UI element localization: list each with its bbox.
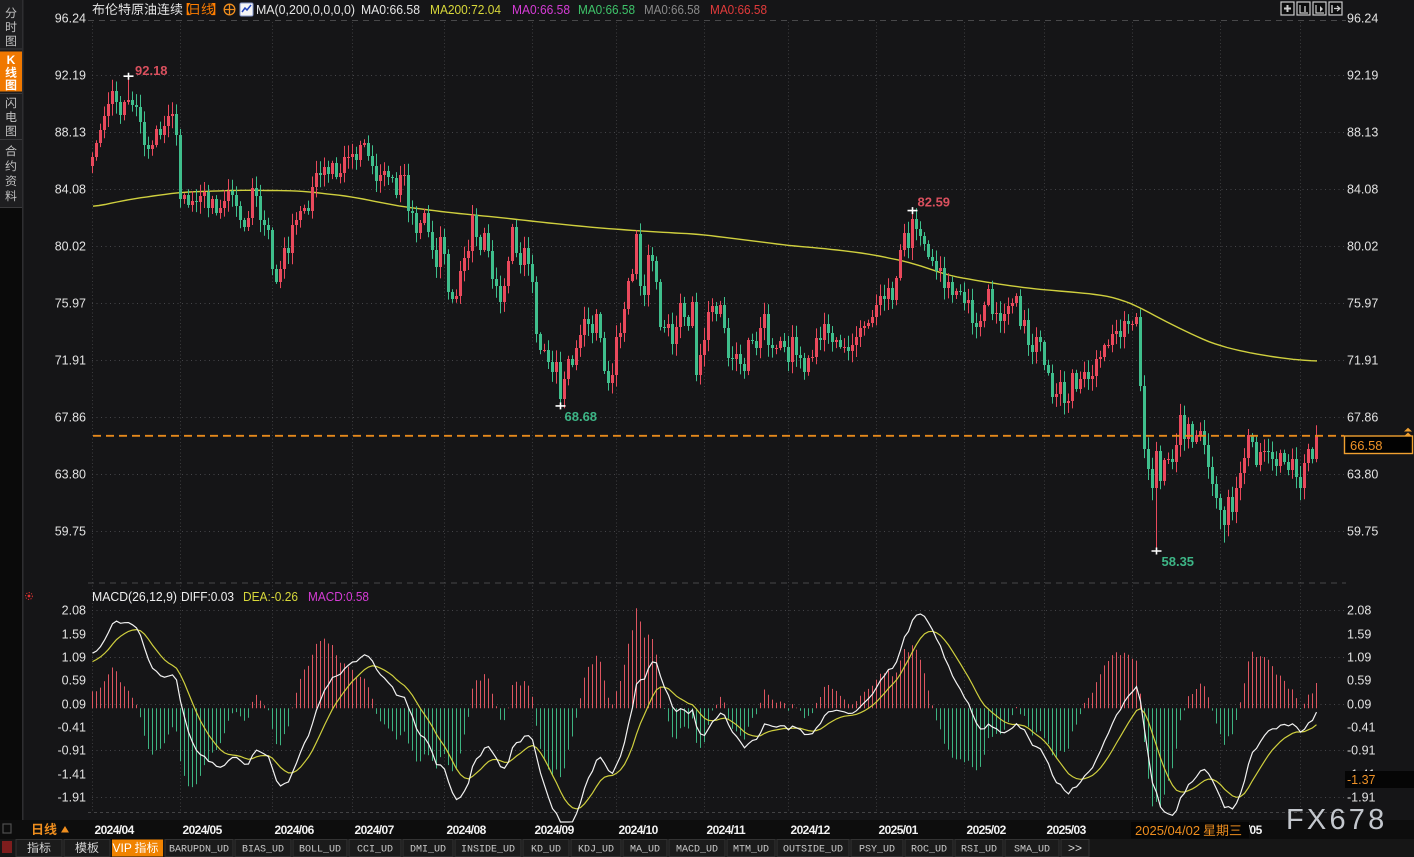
svg-text:92.18: 92.18: [135, 63, 168, 78]
svg-text:ROC_UD: ROC_UD: [911, 845, 947, 856]
svg-text:KD_UD: KD_UD: [531, 845, 561, 856]
svg-text:67.86: 67.86: [1347, 411, 1378, 425]
svg-text:-0.91: -0.91: [58, 744, 87, 758]
svg-text:59.75: 59.75: [55, 525, 86, 539]
svg-text:1.59: 1.59: [62, 628, 86, 642]
svg-text:2025/03: 2025/03: [1047, 823, 1087, 837]
svg-text:88.13: 88.13: [55, 126, 86, 140]
svg-text:0.09: 0.09: [62, 698, 86, 712]
svg-text:OUTSIDE_UD: OUTSIDE_UD: [783, 845, 843, 856]
svg-text:RSI_UD: RSI_UD: [961, 845, 997, 856]
svg-text:MA_UD: MA_UD: [630, 845, 660, 856]
svg-text:-1.37: -1.37: [1347, 773, 1376, 787]
svg-text:DEA:-0.26: DEA:-0.26: [243, 589, 298, 604]
svg-text:58.35: 58.35: [1162, 554, 1195, 569]
svg-text:2024/11: 2024/11: [707, 823, 746, 837]
svg-text:VIP: VIP: [113, 841, 132, 855]
svg-text:2025/01: 2025/01: [879, 823, 919, 837]
svg-text:92.19: 92.19: [55, 69, 86, 83]
svg-text:INSIDE_UD: INSIDE_UD: [461, 845, 515, 856]
svg-text:63.80: 63.80: [55, 468, 86, 482]
svg-text:>>: >>: [1068, 841, 1082, 855]
svg-text:MA0:66.58: MA0:66.58: [361, 2, 420, 17]
svg-text:MA(0,200,0,0,0,0): MA(0,200,0,0,0,0): [256, 2, 355, 17]
svg-text:-1.91: -1.91: [58, 791, 87, 805]
svg-text:84.08: 84.08: [55, 183, 86, 197]
svg-text:MACD:0.58: MACD:0.58: [308, 589, 369, 604]
svg-text:67.86: 67.86: [55, 411, 86, 425]
svg-text:MACD(26,12,9): MACD(26,12,9): [92, 589, 177, 604]
svg-text:MTM_UD: MTM_UD: [733, 845, 769, 856]
svg-text:75.97: 75.97: [1347, 297, 1378, 311]
svg-text:MA200:72.04: MA200:72.04: [430, 2, 501, 17]
svg-text:-1.91: -1.91: [1347, 791, 1376, 805]
svg-text:FX678: FX678: [1286, 804, 1387, 836]
svg-text:BARUPDN_UD: BARUPDN_UD: [169, 845, 229, 856]
svg-text:2025/04/02: 2025/04/02: [1135, 823, 1200, 838]
svg-text:K: K: [7, 53, 16, 67]
svg-text:SMA_UD: SMA_UD: [1014, 845, 1050, 856]
svg-text:71.91: 71.91: [55, 354, 86, 368]
svg-text:CCI_UD: CCI_UD: [357, 845, 393, 856]
svg-text:2024/06: 2024/06: [275, 823, 315, 837]
svg-text:KDJ_UD: KDJ_UD: [578, 845, 614, 856]
svg-text:MA0:66.58: MA0:66.58: [578, 2, 635, 17]
svg-text:2.08: 2.08: [62, 604, 86, 618]
svg-text:2.08: 2.08: [1347, 604, 1371, 618]
svg-text:92.19: 92.19: [1347, 69, 1378, 83]
svg-text:DIFF:0.03: DIFF:0.03: [181, 589, 234, 604]
svg-text:-0.41: -0.41: [1347, 721, 1376, 735]
svg-text:88.13: 88.13: [1347, 126, 1378, 140]
svg-text:84.08: 84.08: [1347, 183, 1378, 197]
svg-text:0.59: 0.59: [1347, 674, 1371, 688]
svg-text:2024/12: 2024/12: [791, 823, 831, 837]
svg-text:0.09: 0.09: [1347, 698, 1371, 712]
svg-text:-0.41: -0.41: [58, 721, 87, 735]
svg-text:2024/04: 2024/04: [95, 823, 135, 837]
svg-text:71.91: 71.91: [1347, 354, 1378, 368]
svg-text:96.24: 96.24: [1347, 12, 1378, 26]
svg-text:PSY_UD: PSY_UD: [859, 845, 895, 856]
svg-text:82.59: 82.59: [918, 195, 951, 210]
svg-text:68.68: 68.68: [565, 409, 598, 424]
svg-text:1.59: 1.59: [1347, 628, 1371, 642]
svg-text:2024/08: 2024/08: [447, 823, 487, 837]
svg-text:MA0:66.58: MA0:66.58: [644, 2, 700, 17]
svg-text:96.24: 96.24: [55, 12, 86, 26]
svg-text:1.09: 1.09: [1347, 651, 1371, 665]
svg-text:2025/02: 2025/02: [967, 823, 1007, 837]
svg-text:MA0:66.58: MA0:66.58: [512, 2, 570, 17]
svg-text:BIAS_UD: BIAS_UD: [242, 845, 284, 856]
svg-text:80.02: 80.02: [1347, 240, 1378, 254]
svg-text:63.80: 63.80: [1347, 468, 1378, 482]
svg-text:2024/10: 2024/10: [619, 823, 659, 837]
svg-text:BOLL_UD: BOLL_UD: [299, 845, 341, 856]
svg-text:80.02: 80.02: [55, 240, 86, 254]
svg-text:2024/07: 2024/07: [355, 823, 395, 837]
svg-text:-1.41: -1.41: [58, 768, 87, 782]
svg-text:DMI_UD: DMI_UD: [410, 845, 446, 856]
svg-text:2024/09: 2024/09: [535, 823, 575, 837]
svg-text:66.58: 66.58: [1350, 438, 1383, 453]
svg-text:2024/05: 2024/05: [183, 823, 223, 837]
svg-text:75.97: 75.97: [55, 297, 86, 311]
svg-text:1.09: 1.09: [62, 651, 86, 665]
svg-text:0.59: 0.59: [62, 674, 86, 688]
svg-text:MACD_UD: MACD_UD: [676, 845, 718, 856]
svg-text:59.75: 59.75: [1347, 525, 1378, 539]
svg-text:MA0:66.58: MA0:66.58: [710, 2, 767, 17]
svg-text:-0.91: -0.91: [1347, 744, 1376, 758]
